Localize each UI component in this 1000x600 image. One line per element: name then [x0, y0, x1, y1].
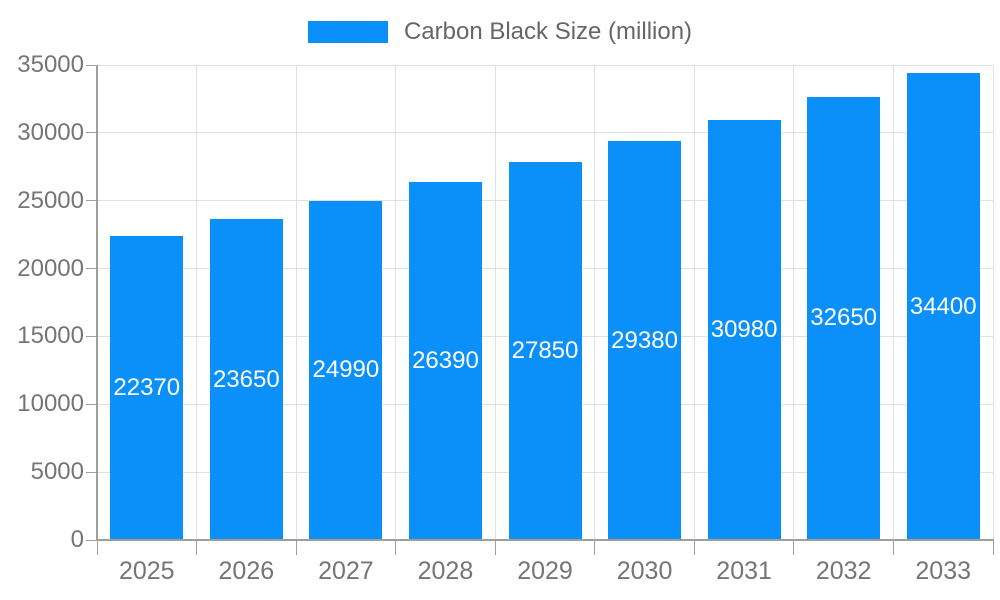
bar-value-label: 23650	[212, 365, 280, 393]
bar-value-label: 29380	[611, 326, 678, 354]
y-axis-tick	[86, 471, 96, 473]
x-tick-label: 2030	[616, 557, 673, 585]
x-tick-label: 2026	[218, 557, 275, 585]
bar-2031: 30980	[707, 119, 781, 540]
x-tick-label: 2032	[815, 557, 872, 585]
y-tick-label: 15000	[17, 322, 84, 350]
chart-legend[interactable]: Carbon Black Size (million)	[0, 19, 1000, 45]
y-tick-label: 35000	[17, 51, 84, 78]
y-tick-label: 10000	[17, 390, 84, 418]
x-gridline	[992, 65, 994, 540]
legend-swatch	[307, 21, 388, 43]
bar-value-label: 32650	[810, 304, 878, 332]
bar-value-label: 34400	[909, 292, 977, 320]
bar-2025: 22370	[110, 236, 184, 540]
bar-2032: 32650	[807, 96, 881, 540]
x-axis-line	[96, 539, 994, 541]
x-gridline	[793, 65, 795, 540]
x-gridline	[196, 65, 198, 540]
y-axis-tick	[86, 132, 96, 134]
x-gridline	[892, 65, 894, 540]
y-axis-tick	[86, 200, 96, 202]
x-axis-tick	[793, 540, 795, 555]
bar-2030: 29380	[608, 141, 682, 540]
bar-value-label: 22370	[113, 374, 181, 402]
x-tick-label: 2028	[417, 557, 474, 585]
x-gridline	[594, 65, 596, 540]
x-axis-tick	[892, 540, 894, 555]
x-axis-tick	[196, 540, 198, 555]
x-tick-label: 2033	[915, 557, 972, 585]
y-tick-label: 25000	[17, 186, 84, 214]
bar-value-label: 24990	[312, 356, 380, 384]
y-tick-label: 30000	[17, 118, 84, 146]
x-axis-tick	[96, 540, 98, 555]
y-tick-label: 5000	[30, 458, 84, 486]
y-axis-tick	[86, 539, 96, 541]
legend-label: Carbon Black Size (million)	[403, 18, 693, 45]
y-axis-line	[96, 65, 98, 541]
bar-2027: 24990	[309, 200, 383, 540]
bar-value-label: 30980	[710, 315, 778, 343]
bar-2026: 23650	[209, 219, 283, 540]
y-axis-tick	[86, 403, 96, 405]
x-axis-tick	[594, 540, 596, 555]
y-tick-label: 20000	[17, 254, 84, 282]
x-axis-tick	[395, 540, 397, 555]
y-gridline	[97, 132, 993, 134]
bar-2033: 34400	[906, 73, 980, 540]
bar-value-label: 27850	[511, 337, 579, 364]
x-axis-tick	[992, 540, 994, 555]
x-axis-tick	[693, 540, 695, 555]
x-axis-tick	[494, 540, 496, 555]
y-axis-tick	[86, 268, 96, 270]
x-tick-label: 2025	[118, 557, 175, 585]
bar-value-label: 26390	[412, 346, 479, 374]
y-axis-tick	[86, 335, 96, 337]
x-gridline	[693, 65, 695, 540]
bar-2029: 27850	[508, 162, 582, 540]
bar-2028: 26390	[408, 181, 482, 540]
x-gridline	[494, 65, 496, 540]
y-gridline	[97, 64, 993, 66]
x-tick-label: 2031	[716, 557, 772, 585]
x-gridline	[395, 65, 397, 540]
y-axis-tick	[86, 64, 96, 66]
x-axis-tick	[295, 540, 297, 555]
x-tick-label: 2027	[318, 557, 374, 585]
x-tick-label: 2029	[517, 557, 573, 585]
x-gridline	[295, 65, 297, 540]
y-tick-label: 0	[70, 526, 84, 553]
